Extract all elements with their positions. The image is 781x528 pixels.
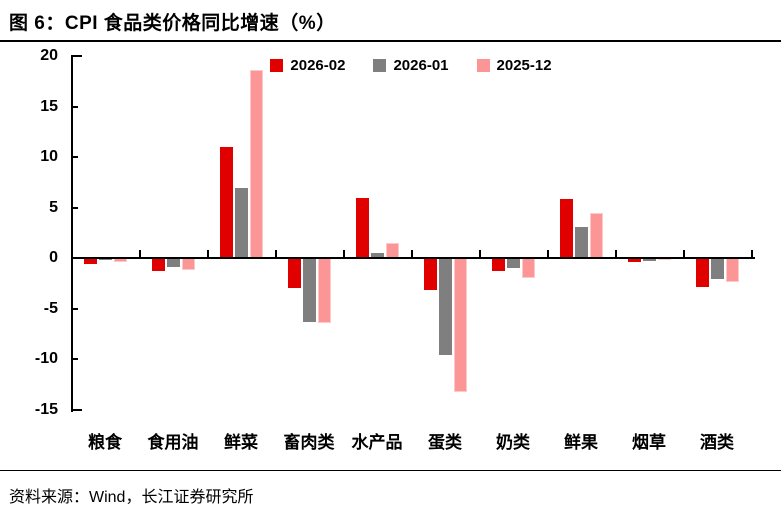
x-axis-category-label: 水产品	[351, 433, 403, 452]
y-axis-tick-label: 0	[49, 249, 58, 267]
x-axis-tick	[139, 250, 141, 257]
bar-2026-02-水产品	[356, 198, 369, 258]
y-axis-tick	[71, 156, 78, 159]
x-axis-category-label: 奶类	[496, 433, 530, 452]
bar-2025-12-蛋类	[454, 258, 467, 392]
bar-2026-01-食用油	[167, 258, 180, 267]
y-axis-tick-label: 5	[49, 198, 58, 216]
bar-2025-12-奶类	[522, 258, 535, 278]
bar-2026-01-鲜菜	[235, 188, 248, 258]
x-axis-tick	[547, 250, 549, 257]
bar-2025-12-鲜菜	[250, 70, 263, 258]
bar-2026-01-蛋类	[439, 258, 452, 355]
y-axis-tick	[71, 307, 78, 310]
x-axis-category-label: 粮食	[88, 433, 122, 452]
y-axis-tick-label: -15	[34, 401, 58, 418]
chart-legend: 2026-02 2026-01 2025-12	[71, 55, 751, 75]
bar-2026-02-蛋类	[424, 258, 437, 290]
y-axis-tick	[71, 55, 82, 57]
legend-label: 2025-12	[496, 56, 552, 74]
bar-2026-01-烟草	[643, 258, 656, 261]
bar-2026-02-酒类	[696, 258, 709, 287]
y-axis-tick-label: -10	[34, 350, 58, 368]
bar-2025-12-酒类	[726, 258, 739, 282]
bar-2025-12-畜肉类	[318, 258, 331, 323]
source-note: 资料来源：Wind，长江证券研究所	[9, 489, 254, 506]
y-axis-tick-label: 20	[40, 47, 58, 64]
y-axis-tick-label: 10	[40, 148, 58, 166]
x-axis-tick	[343, 250, 345, 257]
bar-2025-12-食用油	[182, 258, 195, 270]
y-axis-tick	[71, 105, 78, 108]
legend-marker-icon	[270, 58, 284, 72]
x-axis-category-label: 畜肉类	[283, 433, 335, 452]
legend-marker-icon	[373, 58, 387, 72]
bar-2026-02-烟草	[628, 258, 641, 262]
x-axis-tick	[751, 250, 753, 257]
bar-2026-02-鲜果	[560, 199, 573, 258]
bar-2026-02-粮食	[84, 258, 97, 264]
bar-2026-01-鲜果	[575, 227, 588, 258]
x-axis-category-label: 烟草	[632, 433, 666, 452]
x-axis-tick	[71, 250, 73, 257]
y-axis-tick	[71, 358, 78, 361]
x-axis-line	[71, 257, 755, 259]
bar-2026-01-畜肉类	[303, 258, 316, 322]
legend-item: 2026-01	[373, 56, 449, 74]
legend-marker-icon	[476, 58, 490, 72]
x-axis-category-label: 鲜菜	[224, 433, 258, 452]
legend-label: 2026-02	[290, 56, 346, 74]
y-axis-tick-label: -5	[43, 299, 58, 317]
legend-item: 2026-02	[270, 57, 345, 74]
x-axis-tick	[683, 250, 685, 257]
bar-2026-02-畜肉类	[288, 258, 301, 288]
bar-2026-01-水产品	[371, 253, 384, 258]
figure-title: 图 6：CPI 食品类价格同比增速（%）	[9, 13, 336, 34]
legend-label: 2026-01	[393, 56, 449, 74]
bar-2025-12-鲜果	[590, 213, 603, 258]
x-axis-category-label: 酒类	[700, 433, 734, 452]
legend-item: 2025-12	[476, 56, 552, 74]
bar-2026-02-鲜菜	[220, 147, 233, 258]
x-axis-category-label: 食用油	[147, 433, 199, 452]
bar-2026-01-奶类	[507, 258, 520, 268]
footer-divider	[0, 470, 781, 471]
x-axis-category-label: 蛋类	[428, 433, 462, 452]
x-axis-tick	[615, 250, 617, 257]
bar-2025-12-水产品	[386, 243, 399, 258]
x-axis-category-label: 鲜果	[564, 433, 598, 452]
title-divider	[0, 40, 781, 42]
y-axis-tick	[71, 409, 82, 411]
bar-2026-02-奶类	[492, 258, 505, 271]
x-axis-tick	[275, 250, 277, 257]
y-axis-tick	[71, 206, 78, 209]
x-axis-tick	[207, 250, 209, 257]
y-axis-tick-label: 15	[40, 97, 58, 115]
x-axis-tick	[479, 250, 481, 257]
x-axis-tick	[411, 250, 413, 257]
y-axis-line	[71, 56, 73, 412]
bar-2026-01-粮食	[99, 258, 112, 260]
bar-2026-02-食用油	[152, 258, 165, 271]
bar-2026-01-酒类	[711, 258, 724, 279]
